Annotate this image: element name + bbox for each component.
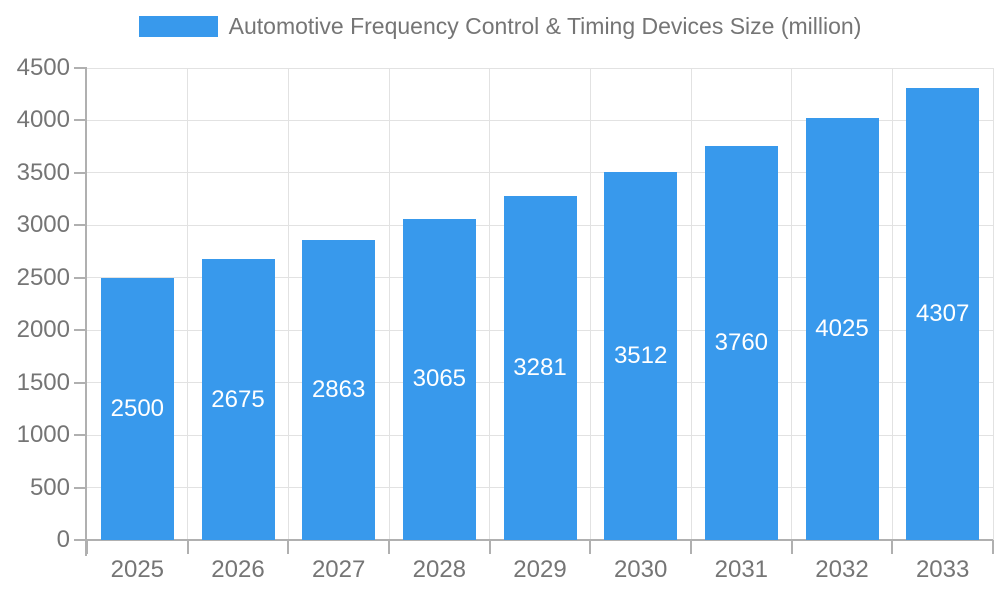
x-axis-label: 2027 bbox=[311, 556, 366, 583]
bar-2033[interactable] bbox=[906, 88, 980, 540]
y-axis-tick bbox=[74, 539, 87, 541]
gridline-vertical bbox=[992, 68, 994, 540]
bar-value-label: 2863 bbox=[311, 375, 366, 403]
x-axis-tick bbox=[790, 540, 793, 554]
gridline-vertical bbox=[187, 68, 189, 540]
y-axis-tick bbox=[74, 329, 87, 332]
bar-2026[interactable] bbox=[201, 259, 275, 540]
bar-2029[interactable] bbox=[503, 195, 577, 540]
y-axis-label: 1000 bbox=[16, 421, 70, 449]
bar-2032[interactable] bbox=[805, 117, 879, 540]
gridline-vertical bbox=[891, 68, 893, 540]
y-axis-tick bbox=[74, 67, 87, 69]
x-axis-tick bbox=[589, 540, 592, 554]
x-axis-tick bbox=[287, 540, 290, 554]
bar-2025[interactable] bbox=[100, 277, 174, 540]
legend[interactable]: Automotive Frequency Control & Timing De… bbox=[0, 13, 1000, 40]
gridline-horizontal bbox=[87, 67, 993, 69]
x-axis-label: 2030 bbox=[613, 556, 668, 583]
y-axis-label: 2500 bbox=[16, 263, 70, 291]
y-axis-tick bbox=[74, 171, 87, 174]
y-axis-label: 0 bbox=[56, 526, 70, 553]
y-axis-label: 4000 bbox=[16, 106, 70, 134]
bar-2027[interactable] bbox=[302, 239, 376, 540]
bar-value-label: 2675 bbox=[211, 385, 265, 413]
bar-value-label: 4307 bbox=[915, 300, 970, 328]
bar-value-label: 2500 bbox=[110, 394, 165, 422]
x-axis-label: 2026 bbox=[211, 556, 265, 583]
y-axis-tick bbox=[74, 119, 87, 122]
bar-2028[interactable] bbox=[402, 218, 476, 540]
y-axis-tick bbox=[74, 486, 87, 489]
y-axis-label: 2000 bbox=[16, 316, 70, 344]
y-axis-tick bbox=[74, 381, 87, 384]
x-axis-tick bbox=[86, 540, 88, 554]
gridline-vertical bbox=[489, 68, 491, 540]
x-axis-label: 2025 bbox=[110, 556, 165, 583]
y-axis-tick bbox=[74, 276, 87, 279]
x-axis-tick bbox=[388, 540, 390, 554]
y-axis-label: 3000 bbox=[16, 211, 70, 239]
gridline-vertical bbox=[791, 68, 793, 540]
y-axis-label: 500 bbox=[29, 473, 70, 501]
gridline-horizontal bbox=[87, 172, 993, 174]
legend-label: Automotive Frequency Control & Timing De… bbox=[228, 13, 862, 39]
x-axis-tick bbox=[992, 540, 994, 554]
bar-value-label: 4025 bbox=[815, 314, 869, 342]
y-axis-tick bbox=[74, 224, 87, 227]
x-axis-label: 2031 bbox=[714, 556, 769, 583]
x-axis-line bbox=[85, 539, 993, 541]
x-axis-tick bbox=[891, 540, 894, 554]
x-axis-label: 2033 bbox=[915, 556, 970, 583]
y-axis-label: 3500 bbox=[16, 158, 70, 186]
bar-value-label: 3281 bbox=[513, 353, 567, 381]
gridline-vertical bbox=[388, 68, 390, 540]
y-axis-label: 4500 bbox=[16, 54, 70, 81]
bar-2031[interactable] bbox=[704, 145, 778, 540]
legend-swatch-icon bbox=[138, 16, 218, 37]
x-axis-tick bbox=[488, 540, 491, 554]
y-axis-line bbox=[85, 68, 87, 556]
x-axis-label: 2029 bbox=[513, 556, 567, 583]
x-axis-label: 2032 bbox=[815, 556, 869, 583]
bar-value-label: 3760 bbox=[714, 328, 769, 356]
gridline-horizontal bbox=[87, 119, 993, 121]
y-axis-label: 1500 bbox=[16, 368, 70, 396]
bar-2030[interactable] bbox=[604, 171, 678, 540]
gridline-vertical bbox=[287, 68, 289, 540]
gridline-vertical bbox=[690, 68, 692, 540]
bar-value-label: 3512 bbox=[613, 341, 668, 369]
gridline-vertical bbox=[589, 68, 591, 540]
x-axis-tick bbox=[690, 540, 692, 554]
x-axis-tick bbox=[186, 540, 189, 554]
x-axis-label: 2028 bbox=[412, 556, 467, 583]
bar-value-label: 3065 bbox=[412, 365, 467, 393]
y-axis-tick bbox=[74, 434, 87, 437]
